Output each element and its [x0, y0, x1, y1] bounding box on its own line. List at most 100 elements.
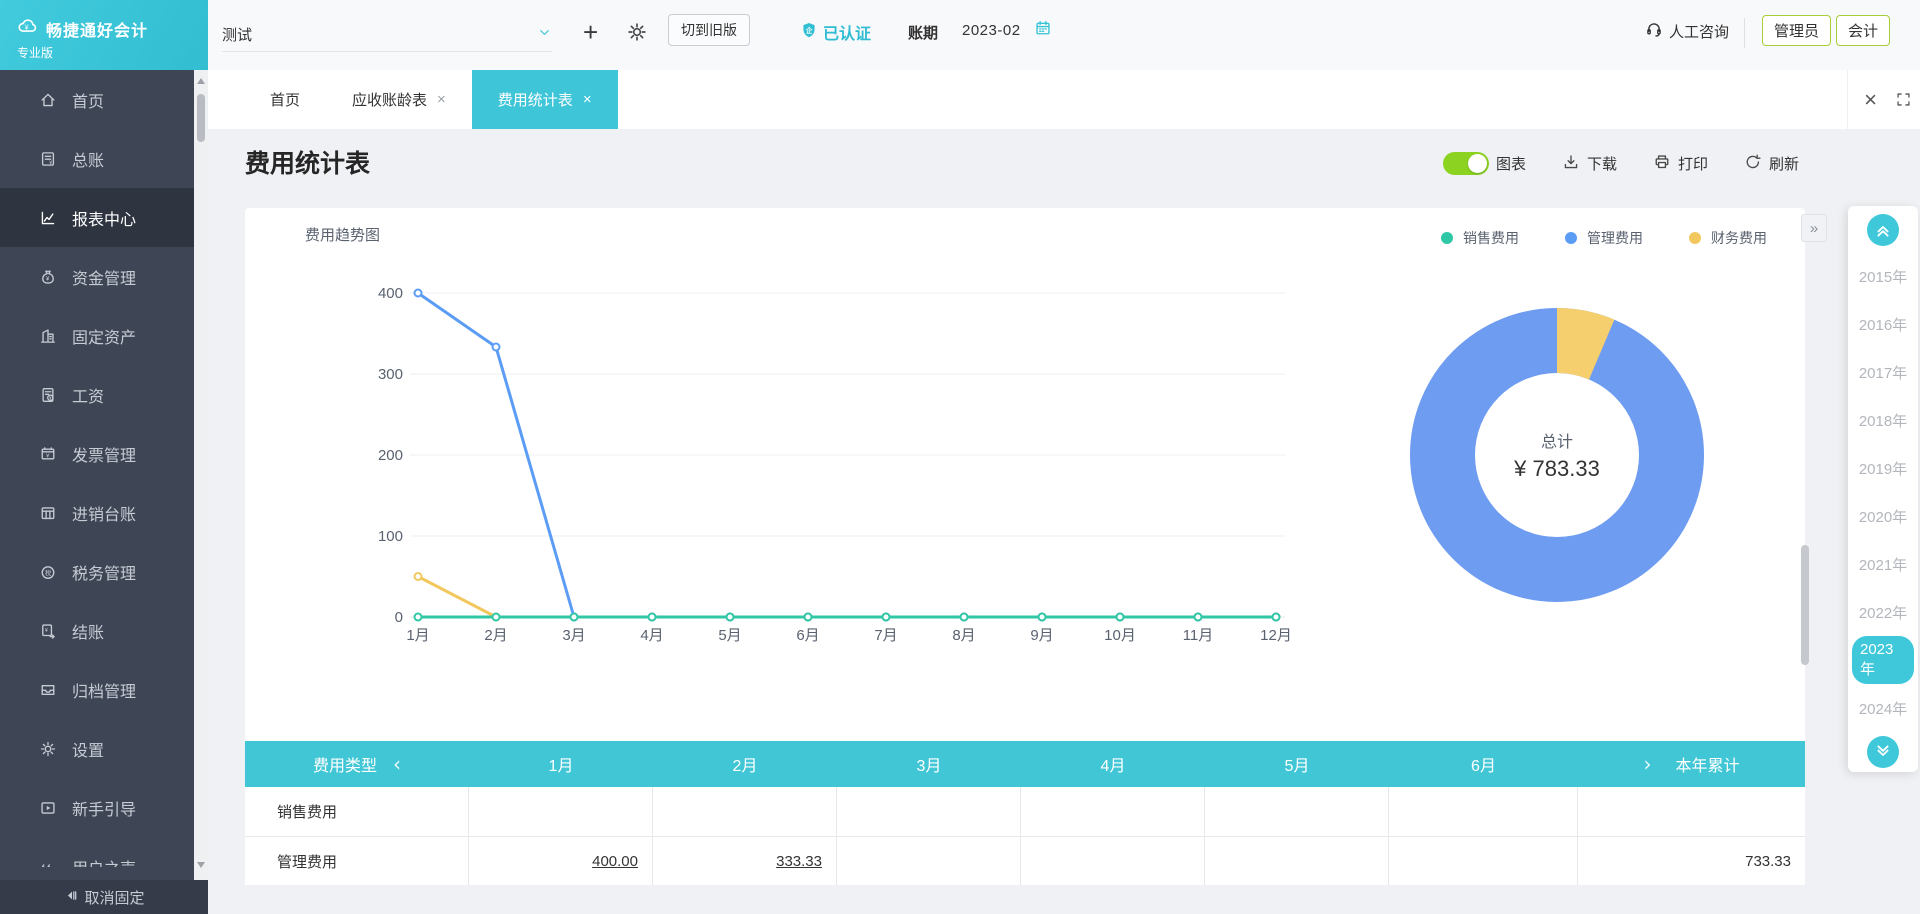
- account-select[interactable]: 测试: [222, 18, 552, 52]
- chart-title: 费用趋势图: [305, 227, 381, 244]
- certified-badge[interactable]: 企 已认证: [800, 20, 871, 44]
- year-scroll-down-button[interactable]: [1867, 736, 1899, 768]
- sidebar-item-home[interactable]: 首页: [0, 70, 194, 129]
- sidebar-item-trade[interactable]: 进销台账: [0, 483, 194, 542]
- sidebar-item-tax[interactable]: 税 税务管理: [0, 542, 194, 601]
- table-header-cell: 5月: [1284, 758, 1310, 775]
- refresh-icon: [1744, 153, 1762, 175]
- year-scroll-up-button[interactable]: [1867, 214, 1899, 246]
- tab-2[interactable]: 费用统计表 ×: [471, 70, 618, 129]
- switch-old-version-button[interactable]: 切到旧版: [668, 14, 750, 46]
- sidebar-scrollbar[interactable]: [194, 70, 208, 880]
- tab-close-icon[interactable]: ×: [582, 91, 592, 108]
- legend-item[interactable]: 管理费用: [1565, 228, 1643, 248]
- sidebar-item-report[interactable]: 报表中心: [0, 188, 194, 247]
- year-item-2022[interactable]: 2022年: [1858, 604, 1908, 622]
- scrollbar-thumb[interactable]: [197, 94, 205, 142]
- sidebar-item-quote[interactable]: 用户之声: [0, 837, 194, 867]
- period-label: 账期: [908, 25, 939, 42]
- year-item-2023[interactable]: 2023年: [1852, 636, 1914, 684]
- calendar-icon[interactable]: [1034, 19, 1052, 37]
- expense-donut-chart: 总计 ¥ 783.33: [1400, 298, 1714, 612]
- row-name-cell: 销售费用: [245, 787, 469, 836]
- gear-icon[interactable]: [626, 21, 648, 43]
- year-item-2019[interactable]: 2019年: [1858, 460, 1908, 478]
- svg-text:300: 300: [378, 366, 403, 383]
- page-scrollbar-thumb[interactable]: [1801, 545, 1809, 665]
- guide-icon: [38, 799, 58, 817]
- sidebar-nav: 首页 ¥ 总账 报表中心 ¥ 资金管理 固定资产 ¥ 工资 ¥ 发票管理 进销台账税 税务管理 ¥ 结账 归档…: [0, 70, 194, 867]
- archive-icon: [38, 681, 58, 699]
- year-item-2017[interactable]: 2017年: [1858, 364, 1908, 382]
- sidebar-item-salary[interactable]: ¥ 工资: [0, 365, 194, 424]
- svg-text:200: 200: [378, 447, 403, 464]
- expense-table: 费用类型 ‹ 1月 2月 3月 4月 5月 6月 › 本年累计 销售费用 管理费用 400.00 333…: [245, 741, 1805, 885]
- tab-1[interactable]: 应收账龄表 ×: [352, 91, 446, 109]
- page-title: 费用统计表: [245, 150, 371, 178]
- table-header-row: 费用类型 ‹ 1月 2月 3月 4月 5月 6月 › 本年累计: [245, 741, 1805, 787]
- sidebar-item-label: 归档管理: [72, 683, 137, 701]
- sidebar-item-label: 新手引导: [72, 801, 137, 819]
- print-button[interactable]: 打印: [1653, 153, 1708, 175]
- prev-months-icon[interactable]: ‹: [393, 752, 401, 776]
- svg-text:10月: 10月: [1104, 627, 1136, 644]
- asset-icon: [38, 327, 58, 345]
- chevron-down-icon: [537, 25, 552, 44]
- svg-text:400: 400: [378, 285, 403, 302]
- sidebar-item-guide[interactable]: 新手引导: [0, 778, 194, 837]
- support-button[interactable]: 人工咨询: [1645, 20, 1729, 42]
- chart-toggle-switch[interactable]: [1443, 152, 1489, 175]
- sidebar-unpin-button[interactable]: 取消固定: [0, 880, 208, 914]
- sidebar-item-label: 结账: [72, 624, 105, 642]
- year-item-2024[interactable]: 2024年: [1858, 700, 1908, 718]
- year-item-2018[interactable]: 2018年: [1858, 412, 1908, 430]
- sidebar-item-closeacct[interactable]: ¥ 结账: [0, 601, 194, 660]
- table-header-cell: 6月: [1471, 758, 1496, 775]
- sidebar-item-asset[interactable]: 固定资产: [0, 306, 194, 365]
- sidebar-item-label: 资金管理: [72, 270, 137, 288]
- legend-item[interactable]: 财务费用: [1689, 228, 1767, 248]
- tab-close-icon[interactable]: ×: [437, 91, 446, 108]
- scroll-down-arrow[interactable]: [197, 862, 205, 868]
- fullscreen-icon[interactable]: [1895, 91, 1912, 108]
- row-value-cell[interactable]: 333.33: [653, 837, 837, 885]
- refresh-button[interactable]: 刷新: [1744, 153, 1799, 175]
- divider: [1744, 18, 1745, 48]
- tab-0[interactable]: 首页: [270, 92, 301, 109]
- sidebar-item-archive[interactable]: 归档管理: [0, 660, 194, 719]
- sidebar-item-fund[interactable]: ¥ 资金管理: [0, 247, 194, 306]
- year-item-2015[interactable]: 2015年: [1858, 268, 1908, 286]
- year-item-2020[interactable]: 2020年: [1858, 508, 1908, 526]
- sidebar-item-invoice[interactable]: ¥ 发票管理: [0, 424, 194, 483]
- year-item-2016[interactable]: 2016年: [1858, 316, 1908, 334]
- close-all-icon[interactable]: ×: [1864, 86, 1877, 112]
- salary-icon: ¥: [38, 386, 58, 404]
- sidebar-item-settings[interactable]: 设置: [0, 719, 194, 778]
- chart-toggle[interactable]: 图表: [1443, 152, 1526, 175]
- table-row: 销售费用: [245, 787, 1805, 836]
- sidebar-item-ledger[interactable]: ¥ 总账: [0, 129, 194, 188]
- year-panel-expander[interactable]: »: [1801, 214, 1827, 242]
- role-admin-button[interactable]: 管理员: [1762, 15, 1832, 46]
- table-header-cell: 3月: [916, 758, 942, 775]
- sidebar-item-label: 税务管理: [72, 565, 137, 583]
- svg-text:2月: 2月: [484, 627, 507, 644]
- year-item-2021[interactable]: 2021年: [1858, 556, 1908, 574]
- chart-legend: 销售费用 管理费用 财务费用: [1441, 228, 1767, 248]
- year-list: 2015年 2016年 2017年 2018年 2019年 2020年 2021年 2022年…: [1852, 252, 1914, 732]
- tab-bar: 首页 应收账龄表 × 费用统计表 × ×: [208, 70, 1920, 129]
- download-button[interactable]: 下载: [1562, 153, 1617, 175]
- legend-item[interactable]: 销售费用: [1441, 228, 1519, 248]
- scroll-up-arrow[interactable]: [197, 78, 205, 84]
- page-actions: 图表 下载 打印 刷新: [1443, 152, 1799, 175]
- table-body: 销售费用 管理费用 400.00 333.33 733.33: [245, 787, 1805, 885]
- role-accounting-button[interactable]: 会计: [1836, 15, 1891, 46]
- add-account-button[interactable]: +: [583, 17, 599, 47]
- closeacct-icon: ¥: [38, 622, 58, 640]
- svg-text:企: 企: [806, 25, 813, 34]
- sidebar-item-label: 工资: [72, 388, 105, 406]
- next-months-icon[interactable]: ›: [1643, 752, 1652, 776]
- brand-logo: ¥ 畅捷通好会计 专业版: [0, 0, 208, 70]
- row-value-cell[interactable]: 400.00: [469, 837, 653, 885]
- period-value[interactable]: 2023-02: [962, 22, 1021, 39]
